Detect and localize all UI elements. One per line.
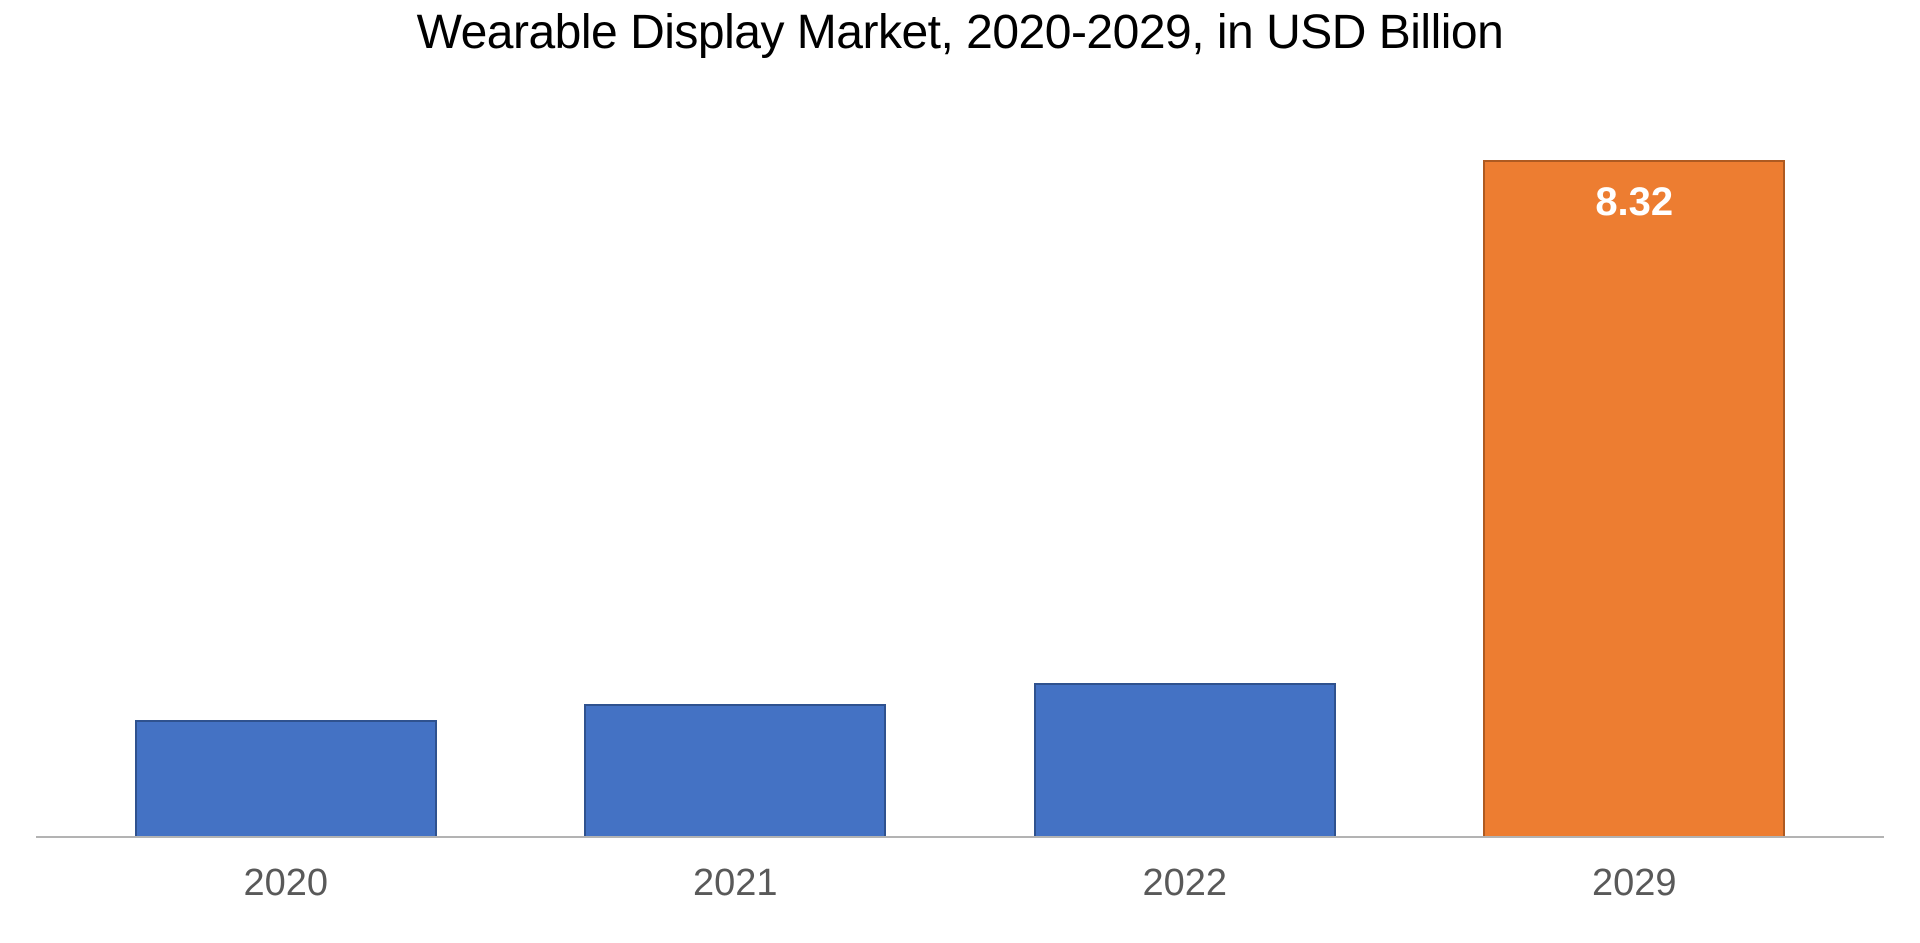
x-axis-label: 2029 <box>1455 862 1815 905</box>
x-axis-labels: 2020 2021 2022 2029 <box>36 862 1884 922</box>
bar-group <box>106 160 466 838</box>
bar: 8.32 <box>1483 160 1785 838</box>
bar <box>135 720 437 838</box>
chart-title: Wearable Display Market, 2020-2029, in U… <box>0 4 1920 62</box>
x-axis-label: 2021 <box>556 862 916 905</box>
plot-area: 8.32 <box>36 160 1884 838</box>
bars-layer: 8.32 <box>36 160 1884 838</box>
bar-group: 8.32 <box>1455 160 1815 838</box>
bar <box>1034 683 1336 838</box>
chart-container: Wearable Display Market, 2020-2029, in U… <box>0 0 1920 943</box>
bar <box>584 704 886 838</box>
bar-group <box>556 160 916 838</box>
bar-value-label: 8.32 <box>1485 180 1783 225</box>
x-axis-label: 2022 <box>1005 862 1365 905</box>
x-axis-label: 2020 <box>106 862 466 905</box>
bar-group <box>1005 160 1365 838</box>
x-axis-line <box>36 836 1884 838</box>
